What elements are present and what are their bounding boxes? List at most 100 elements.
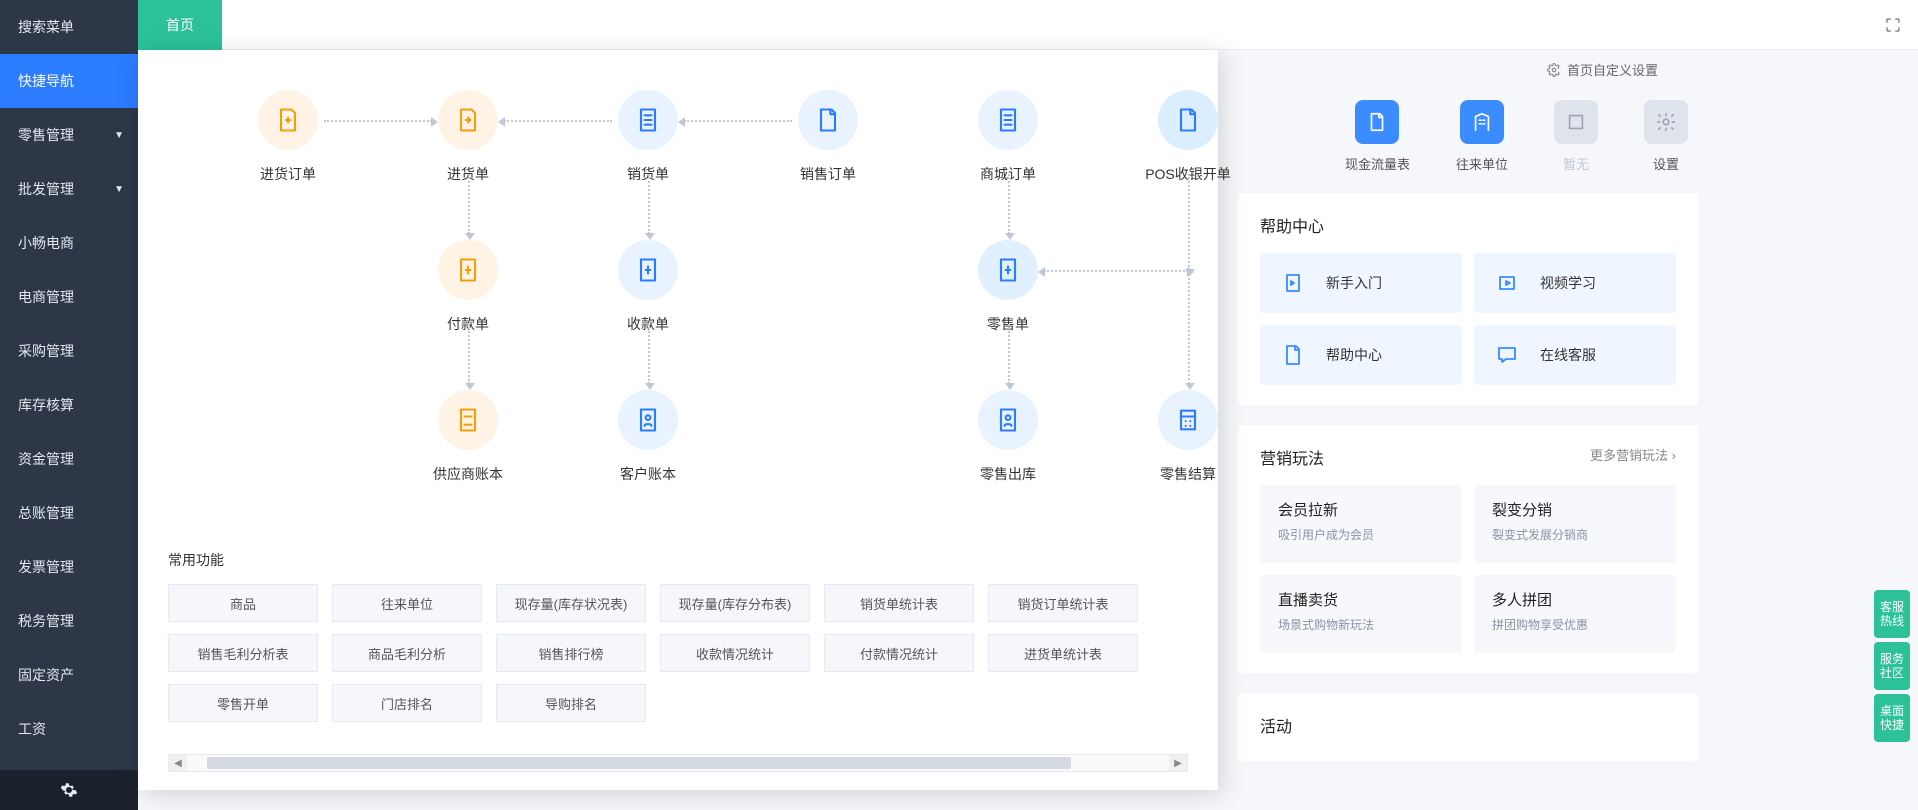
marketing-item-2[interactable]: 直播卖货场景式购物新玩法 [1260,575,1462,653]
sidebar-item-13[interactable]: 工资 [0,702,138,756]
common-btn-8[interactable]: 销售排行榜 [496,634,646,672]
common-btn-7[interactable]: 商品毛利分析 [332,634,482,672]
sidebar-item-5[interactable]: 电商管理 [0,270,138,324]
flow-node-so[interactable]: 销货单 [568,90,728,184]
help-card: 帮助中心 新手入门视频学习帮助中心在线客服 [1238,193,1698,405]
scroll-thumb[interactable] [207,757,1071,769]
flow-node-supplier[interactable]: 供应商账本 [388,390,548,484]
topbar: 首页 [138,0,1918,50]
common-btn-6[interactable]: 销售毛利分析表 [168,634,318,672]
sidebar-item-8[interactable]: 资金管理 [0,432,138,486]
shortcut-label: 现金流量表 [1345,154,1410,173]
sidebar-item-7[interactable]: 库存核算 [0,378,138,432]
flow-node-retail[interactable]: 零售单 [928,240,1088,334]
flow-node-retailout[interactable]: 零售出库 [928,390,1088,484]
common-btn-3[interactable]: 现存量(库存分布表) [660,584,810,622]
building-icon [1460,100,1504,144]
marketing-item-3[interactable]: 多人拼团拼团购物享受优惠 [1474,575,1676,653]
list-icon [978,90,1038,150]
flow-arrow [468,174,470,234]
marketing-card: 营销玩法 更多营销玩法 › 会员拉新吸引用户成为会员裂变分销裂变式发展分销商直播… [1238,425,1698,673]
top-shortcut-0[interactable]: 现金流量表 [1345,100,1410,173]
mk-title: 裂变分销 [1492,499,1658,520]
sidebar-item-1[interactable]: 快捷导航 [0,54,138,108]
supplier-icon [438,390,498,450]
mk-title: 多人拼团 [1492,589,1658,610]
activity-title: 活动 [1260,713,1676,737]
right-column: 首页自定义设置 现金流量表往来单位暂无设置 帮助中心 新手入门视频学习帮助中心在… [1238,60,1698,761]
edge-btn-2[interactable]: 桌面快捷 [1874,694,1910,742]
common-btn-1[interactable]: 往来单位 [332,584,482,622]
common-btn-12[interactable]: 零售开单 [168,684,318,722]
sidebar-settings[interactable] [0,770,138,810]
edge-btn-1[interactable]: 服务社区 [1874,642,1910,690]
sidebar-item-4[interactable]: 小畅电商 [0,216,138,270]
help-item-3[interactable]: 在线客服 [1474,325,1676,385]
calc-icon [1158,390,1218,450]
common-btn-5[interactable]: 销货订单统计表 [988,584,1138,622]
help-item-2[interactable]: 帮助中心 [1260,325,1462,385]
common-btn-10[interactable]: 付款情况统计 [824,634,974,672]
sidebar-item-9[interactable]: 总账管理 [0,486,138,540]
doc-icon [1355,100,1399,144]
home-custom-settings[interactable]: 首页自定义设置 [1547,60,1658,79]
top-shortcut-3[interactable]: 设置 [1644,100,1688,173]
tab-home[interactable]: 首页 [138,0,222,50]
flow-node-sord[interactable]: 销售订单 [748,90,908,184]
sidebar-item-11[interactable]: 税务管理 [0,594,138,648]
edge-btn-0[interactable]: 客服热线 [1874,590,1910,638]
flow-node-po[interactable]: 进货订单 [208,90,368,184]
flow-node-pos[interactable]: POS收银开单 [1108,90,1268,184]
sidebar-item-6[interactable]: 采购管理 [0,324,138,378]
common-functions-title: 常用功能 [168,550,1188,570]
flow-node-pi[interactable]: 进货单 [388,90,548,184]
flow-label: 零售结算 [1160,464,1216,484]
help-title: 帮助中心 [1260,213,1676,237]
fullscreen-icon[interactable] [1882,14,1904,36]
flow-arrow [1188,270,1190,384]
flow-label: 销售订单 [800,164,856,184]
guide-icon [1278,268,1308,298]
flow-arrow [468,324,470,384]
common-btn-9[interactable]: 收款情况统计 [660,634,810,672]
help-item-0[interactable]: 新手入门 [1260,253,1462,313]
mk-sub: 吸引用户成为会员 [1278,526,1444,543]
doc-icon [1158,90,1218,150]
quicknav-flyout: 进货订单进货单销货单销售订单商城订单POS收银开单付款单收款单零售单供应商账本客… [138,50,1218,790]
scroll-right-icon[interactable]: ▶ [1169,755,1187,771]
sidebar-item-3[interactable]: 批发管理▼ [0,162,138,216]
marketing-more-link[interactable]: 更多营销玩法 › [1590,445,1676,464]
common-btn-0[interactable]: 商品 [168,584,318,622]
mk-title: 会员拉新 [1278,499,1444,520]
common-btn-2[interactable]: 现存量(库存状况表) [496,584,646,622]
sidebar-item-0[interactable]: 搜索菜单 [0,0,138,54]
money-icon [978,240,1038,300]
flow-node-recv[interactable]: 收款单 [568,240,728,334]
blank-icon [1554,100,1598,144]
common-btn-13[interactable]: 门店排名 [332,684,482,722]
common-btn-11[interactable]: 进货单统计表 [988,634,1138,672]
scroll-left-icon[interactable]: ◀ [169,755,187,771]
flow-node-customer[interactable]: 客户账本 [568,390,728,484]
help-label: 帮助中心 [1326,345,1382,365]
help-item-1[interactable]: 视频学习 [1474,253,1676,313]
top-shortcut-2[interactable]: 暂无 [1554,100,1598,173]
help-label: 视频学习 [1540,273,1596,293]
top-shortcut-1[interactable]: 往来单位 [1456,100,1508,173]
sidebar-item-10[interactable]: 发票管理 [0,540,138,594]
shortcut-label: 往来单位 [1456,154,1508,173]
flow-node-pay[interactable]: 付款单 [388,240,548,334]
common-btn-14[interactable]: 导购排名 [496,684,646,722]
marketing-item-0[interactable]: 会员拉新吸引用户成为会员 [1260,485,1462,563]
horizontal-scrollbar[interactable]: ◀ ▶ [168,754,1188,772]
marketing-item-1[interactable]: 裂变分销裂变式发展分销商 [1474,485,1676,563]
sidebar-item-2[interactable]: 零售管理▼ [0,108,138,162]
doc-icon [798,90,858,150]
flow-node-mall[interactable]: 商城订单 [928,90,1088,184]
flow-node-settle[interactable]: 零售结算 [1108,390,1268,484]
edge-buttons: 客服热线服务社区桌面快捷 [1874,590,1910,742]
flow-arrow [684,120,792,122]
flow-arrow [324,120,432,122]
common-btn-4[interactable]: 销货单统计表 [824,584,974,622]
sidebar-item-12[interactable]: 固定资产 [0,648,138,702]
